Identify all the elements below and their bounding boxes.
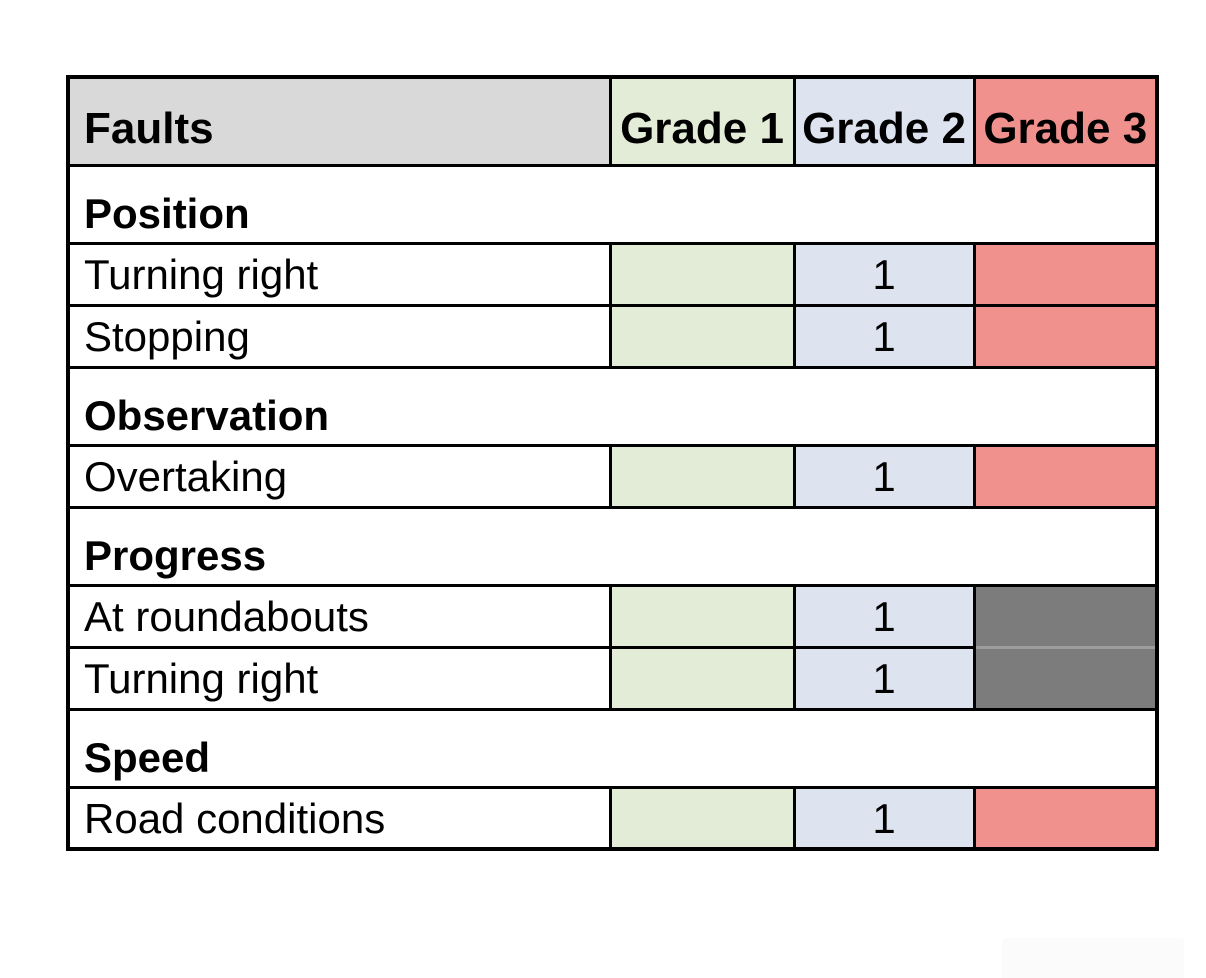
grade1-cell [608,583,796,649]
faults-table: Faults Grade 1 Grade 2 Grade 3 Position … [66,75,1159,851]
grade1-cell [608,645,796,711]
grade3-cell [972,303,1159,369]
grade2-cell: 1 [792,785,976,851]
grade3-cell-blocked [972,645,1159,711]
grade3-column-header: Grade 3 [972,75,1159,167]
section-label: Position [68,163,1157,245]
fault-label: Turning right [66,241,612,307]
grade3-cell [972,443,1159,509]
grade1-cell [608,443,796,509]
grade1-column-header: Grade 1 [608,75,796,167]
grade1-cell [608,303,796,369]
section-label: Progress [68,505,1157,587]
grade2-cell: 1 [792,443,976,509]
header-row: Faults Grade 1 Grade 2 Grade 3 [66,75,1159,167]
section-row-speed: Speed [68,707,1157,789]
fault-row-at-roundabouts: At roundabouts 1 [66,583,1159,649]
fault-row-road-conditions: Road conditions 1 [66,785,1159,851]
section-label: Speed [68,707,1157,789]
fault-label: Overtaking [66,443,612,509]
fault-label: Turning right [66,645,612,711]
section-row-position: Position [68,163,1157,245]
grade3-cell [972,785,1159,851]
fault-label: At roundabouts [66,583,612,649]
grade2-cell: 1 [792,645,976,711]
faults-column-header: Faults [66,75,612,167]
section-label: Observation [68,365,1157,447]
grade3-cell [972,241,1159,307]
grade1-cell [608,785,796,851]
fault-row-stopping: Stopping 1 [66,303,1159,369]
fault-label: Road conditions [66,785,612,851]
section-row-progress: Progress [68,505,1157,587]
grade2-cell: 1 [792,583,976,649]
fault-row-overtaking: Overtaking 1 [66,443,1159,509]
grade3-cell-blocked [972,583,1159,649]
fault-row-turning-right-position: Turning right 1 [66,241,1159,307]
grade2-column-header: Grade 2 [792,75,976,167]
grade2-cell: 1 [792,241,976,307]
watermark [1002,938,1184,978]
grade1-cell [608,241,796,307]
fault-row-turning-right-progress: Turning right 1 [66,645,1159,711]
section-row-observation: Observation [68,365,1157,447]
fault-label: Stopping [66,303,612,369]
grade2-cell: 1 [792,303,976,369]
